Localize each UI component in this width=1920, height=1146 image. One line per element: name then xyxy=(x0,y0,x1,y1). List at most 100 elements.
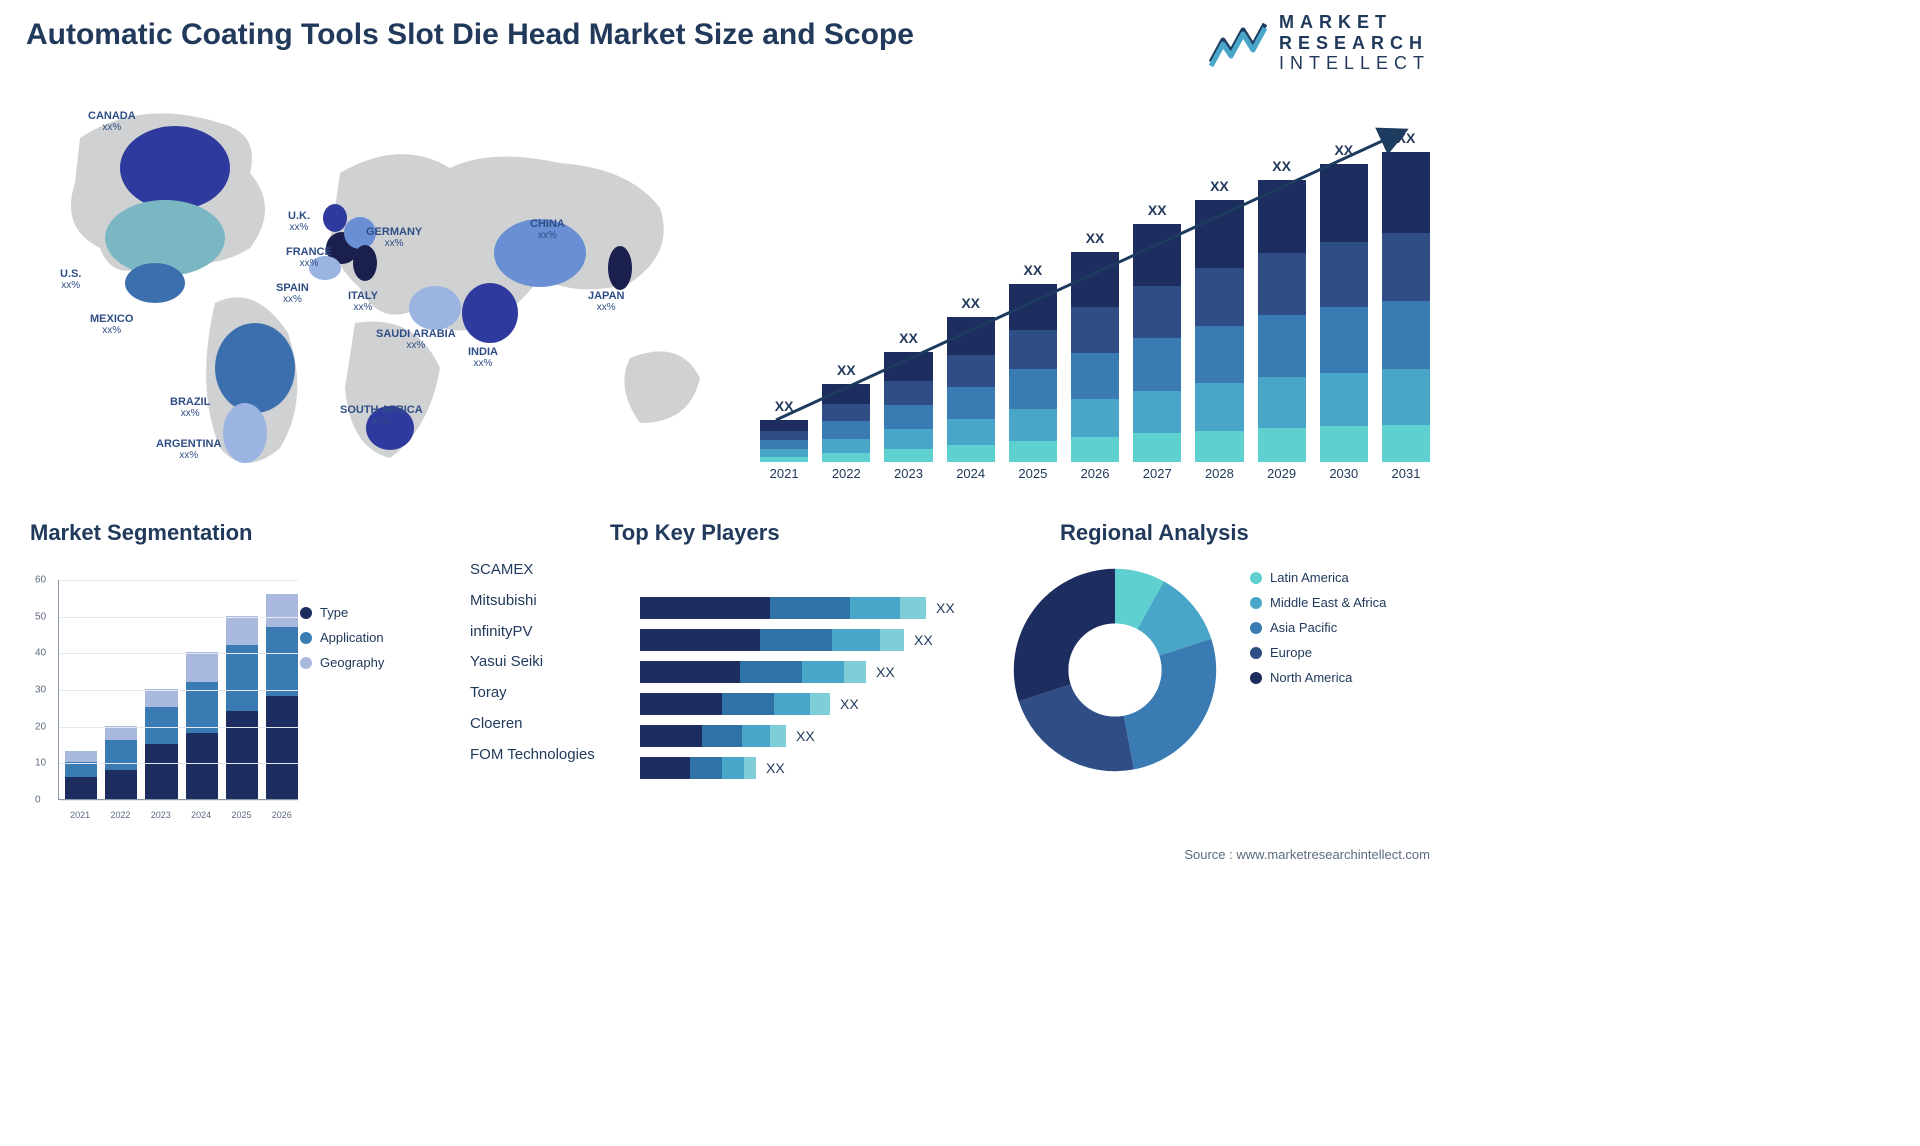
legend-label: Geography xyxy=(320,655,384,670)
map-label-italy: ITALYxx% xyxy=(348,290,378,313)
map-label-germany: GERMANYxx% xyxy=(366,226,422,249)
legend-label: Europe xyxy=(1270,645,1312,660)
growth-bar-2022: XX xyxy=(822,362,870,462)
growth-bar-segment xyxy=(1071,307,1119,353)
map-label-argentina: ARGENTINAxx% xyxy=(156,438,221,461)
growth-bar-segment xyxy=(822,453,870,462)
growth-bar-segment xyxy=(822,404,870,421)
player-bar-segment xyxy=(640,757,690,779)
growth-bar-segment xyxy=(1258,315,1306,377)
seg-bar-segment xyxy=(65,777,97,799)
regional-legend-item: North America xyxy=(1250,670,1386,685)
player-bar xyxy=(640,629,904,651)
player-name: Yasui Seiki xyxy=(470,647,595,678)
growth-bar-segment xyxy=(760,431,808,440)
map-region-argentina xyxy=(223,403,267,463)
growth-bar-value-label: XX xyxy=(1086,230,1105,246)
legend-label: Middle East & Africa xyxy=(1270,595,1386,610)
player-bar-value: XX xyxy=(840,696,859,712)
player-bar-row: XX xyxy=(640,592,970,624)
growth-x-label: 2025 xyxy=(1009,466,1057,490)
map-label-canada: CANADAxx% xyxy=(88,110,136,133)
seg-bar-segment xyxy=(145,744,177,799)
legend-swatch-icon xyxy=(1250,672,1262,684)
growth-x-label: 2031 xyxy=(1382,466,1430,490)
seg-ylabel: 0 xyxy=(35,795,41,806)
gridline xyxy=(59,727,298,728)
growth-bar-value-label: XX xyxy=(1272,158,1291,174)
growth-bar-2029: XX xyxy=(1258,158,1306,462)
map-label-mexico: MEXICOxx% xyxy=(90,313,133,336)
growth-bar-value-label: XX xyxy=(837,362,856,378)
growth-bar-segment xyxy=(822,439,870,453)
growth-x-label: 2029 xyxy=(1258,466,1306,490)
player-bar xyxy=(640,725,786,747)
player-bar-row: XX xyxy=(640,752,970,784)
regional-legend-item: Asia Pacific xyxy=(1250,620,1386,635)
regional-donut xyxy=(1000,555,1230,785)
player-bar-segment xyxy=(760,629,832,651)
map-label-u-k-: U.K.xx% xyxy=(288,210,310,233)
legend-swatch-icon xyxy=(300,607,312,619)
growth-x-label: 2026 xyxy=(1071,466,1119,490)
legend-label: North America xyxy=(1270,670,1352,685)
player-bar-row xyxy=(640,560,970,592)
growth-x-label: 2027 xyxy=(1133,466,1181,490)
growth-bar-value-label: XX xyxy=(1024,262,1043,278)
growth-bar-segment xyxy=(1071,353,1119,399)
player-bar-value: XX xyxy=(876,664,895,680)
legend-label: Type xyxy=(320,605,348,620)
map-label-saudi-arabia: SAUDI ARABIAxx% xyxy=(376,328,456,351)
seg-bar-segment xyxy=(226,616,258,645)
growth-bar-2028: XX xyxy=(1195,178,1243,462)
map-region-mexico xyxy=(125,263,185,303)
growth-bar-segment xyxy=(947,419,995,445)
growth-bar-segment xyxy=(947,355,995,387)
growth-x-label: 2022 xyxy=(822,466,870,490)
player-bar-segment xyxy=(702,725,742,747)
player-bar-row: XX xyxy=(640,688,970,720)
growth-bar-value-label: XX xyxy=(1397,130,1416,146)
player-bar-segment xyxy=(900,597,926,619)
growth-x-label: 2028 xyxy=(1195,466,1243,490)
growth-bar-segment xyxy=(947,387,995,419)
growth-bar-segment xyxy=(1382,152,1430,233)
player-bar-segment xyxy=(810,693,830,715)
legend-label: Asia Pacific xyxy=(1270,620,1337,635)
growth-bar-segment xyxy=(760,449,808,457)
growth-bar-segment xyxy=(1009,369,1057,408)
growth-bar-segment xyxy=(760,440,808,449)
map-label-india: INDIAxx% xyxy=(468,346,498,369)
growth-bar-segment xyxy=(884,352,932,381)
regional-legend-item: Europe xyxy=(1250,645,1386,660)
growth-bar-value-label: XX xyxy=(775,398,794,414)
logo-line1: MARKET xyxy=(1279,12,1430,33)
growth-bar-segment xyxy=(822,421,870,438)
seg-bar-segment xyxy=(105,740,137,769)
player-bar-value: XX xyxy=(936,600,955,616)
legend-label: Latin America xyxy=(1270,570,1349,585)
growth-bar-value-label: XX xyxy=(1210,178,1229,194)
growth-bar-segment xyxy=(1133,433,1181,462)
seg-bar-segment xyxy=(186,733,218,799)
map-label-brazil: BRAZILxx% xyxy=(170,396,210,419)
seg-ylabel: 50 xyxy=(35,611,46,622)
logo-line3: INTELLECT xyxy=(1279,53,1430,74)
growth-bar-segment xyxy=(884,381,932,405)
logo-mark-icon xyxy=(1209,18,1269,68)
player-bar-segment xyxy=(802,661,844,683)
player-bar-segment xyxy=(770,597,850,619)
growth-bar-segment xyxy=(1195,200,1243,268)
growth-bar-value-label: XX xyxy=(899,330,918,346)
player-bar-segment xyxy=(832,629,880,651)
growth-bar-2027: XX xyxy=(1133,202,1181,462)
growth-bar-segment xyxy=(1195,268,1243,326)
growth-x-label: 2030 xyxy=(1320,466,1368,490)
seg-x-label: 2025 xyxy=(225,810,257,820)
growth-x-label: 2024 xyxy=(947,466,995,490)
player-name: Mitsubishi xyxy=(470,586,595,617)
seg-ylabel: 10 xyxy=(35,758,46,769)
map-label-spain: SPAINxx% xyxy=(276,282,309,305)
seg-bar-segment xyxy=(266,594,298,627)
growth-bar-2021: XX xyxy=(760,398,808,462)
